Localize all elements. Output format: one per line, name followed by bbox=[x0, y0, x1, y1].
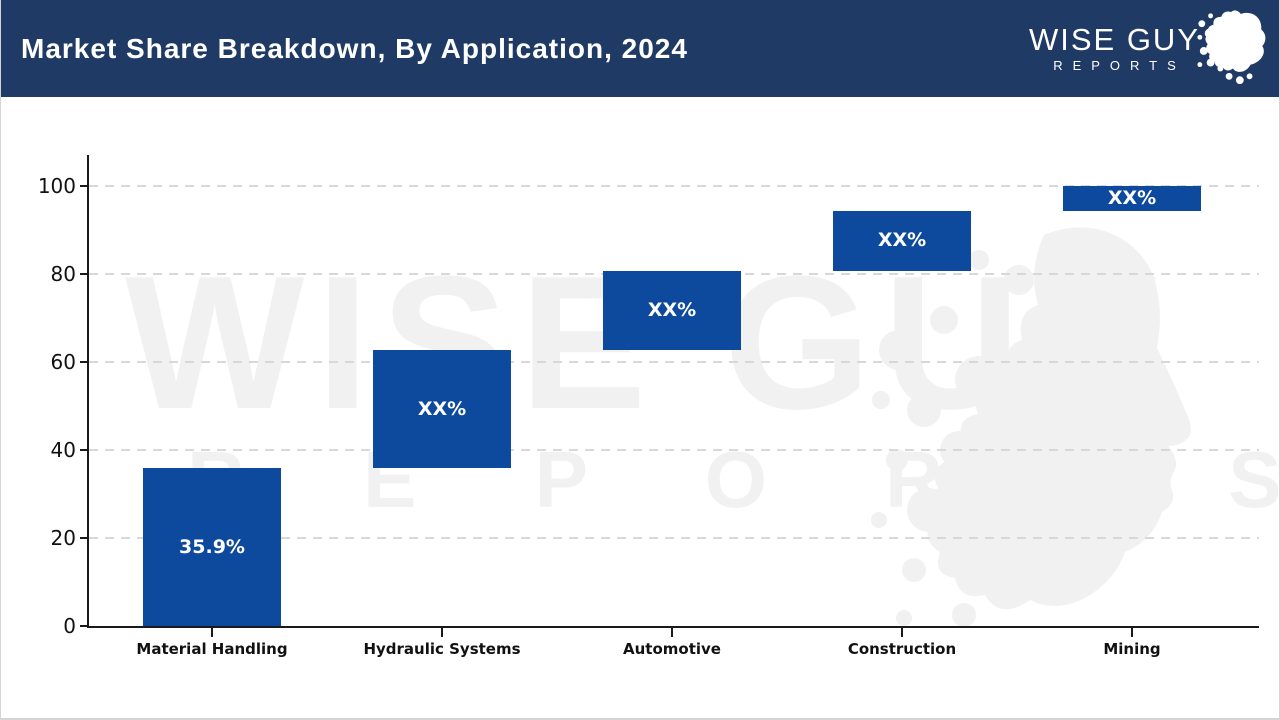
y-tick-label: 0 bbox=[63, 614, 76, 638]
bar-automotive: XX% bbox=[603, 270, 741, 351]
y-tick-mark bbox=[80, 449, 88, 451]
y-tick-mark bbox=[80, 361, 88, 363]
x-category-label: Mining bbox=[1103, 640, 1161, 658]
x-category-label: Hydraulic Systems bbox=[363, 640, 521, 658]
logo-name-text: WISE GUY bbox=[1028, 21, 1200, 57]
y-gridline bbox=[89, 185, 1259, 187]
bar-material-handling: 35.9% bbox=[143, 468, 281, 626]
x-tick-mark bbox=[211, 628, 213, 637]
bar-hydraulic-systems: XX% bbox=[373, 350, 511, 469]
header-bar: Market Share Breakdown, By Application, … bbox=[1, 0, 1279, 97]
bar-value-label: XX% bbox=[1107, 187, 1157, 210]
wiseguy-logo: WISE GUY REPORTS bbox=[1028, 8, 1279, 90]
bar-value-label: XX% bbox=[417, 397, 467, 420]
logo-sub-text: REPORTS bbox=[1053, 58, 1186, 74]
x-tick-mark bbox=[901, 628, 903, 637]
y-axis-line bbox=[87, 155, 89, 628]
y-tick-label: 60 bbox=[50, 350, 76, 374]
bar-value-label: XX% bbox=[877, 229, 927, 252]
x-tick-mark bbox=[1131, 628, 1133, 637]
y-tick-label: 100 bbox=[37, 174, 76, 198]
x-category-label: Automotive bbox=[623, 640, 721, 658]
y-tick-mark bbox=[80, 625, 88, 627]
bar-construction: XX% bbox=[833, 211, 971, 271]
x-axis-line bbox=[87, 626, 1259, 628]
y-gridline bbox=[89, 449, 1259, 451]
x-tick-mark bbox=[671, 628, 673, 637]
y-tick-mark bbox=[80, 185, 88, 187]
page-title: Market Share Breakdown, By Application, … bbox=[21, 32, 688, 64]
x-category-label: Construction bbox=[847, 640, 957, 658]
bar-value-label: XX% bbox=[647, 299, 697, 321]
bar-mining: XX% bbox=[1063, 186, 1201, 212]
y-tick-label: 40 bbox=[50, 438, 76, 462]
watermark-text-reports: R E P O R T S bbox=[187, 435, 1280, 524]
y-tick-mark bbox=[80, 273, 88, 275]
x-tick-mark bbox=[441, 628, 443, 637]
y-tick-mark bbox=[80, 537, 88, 539]
y-tick-label: 80 bbox=[50, 262, 76, 286]
bar-value-label: 35.9% bbox=[179, 535, 245, 558]
y-tick-label: 20 bbox=[50, 526, 76, 550]
logo-head-icon bbox=[1197, 9, 1266, 84]
x-category-label: Material Handling bbox=[136, 640, 288, 658]
y-gridline bbox=[89, 537, 1259, 539]
y-gridline bbox=[89, 361, 1259, 363]
